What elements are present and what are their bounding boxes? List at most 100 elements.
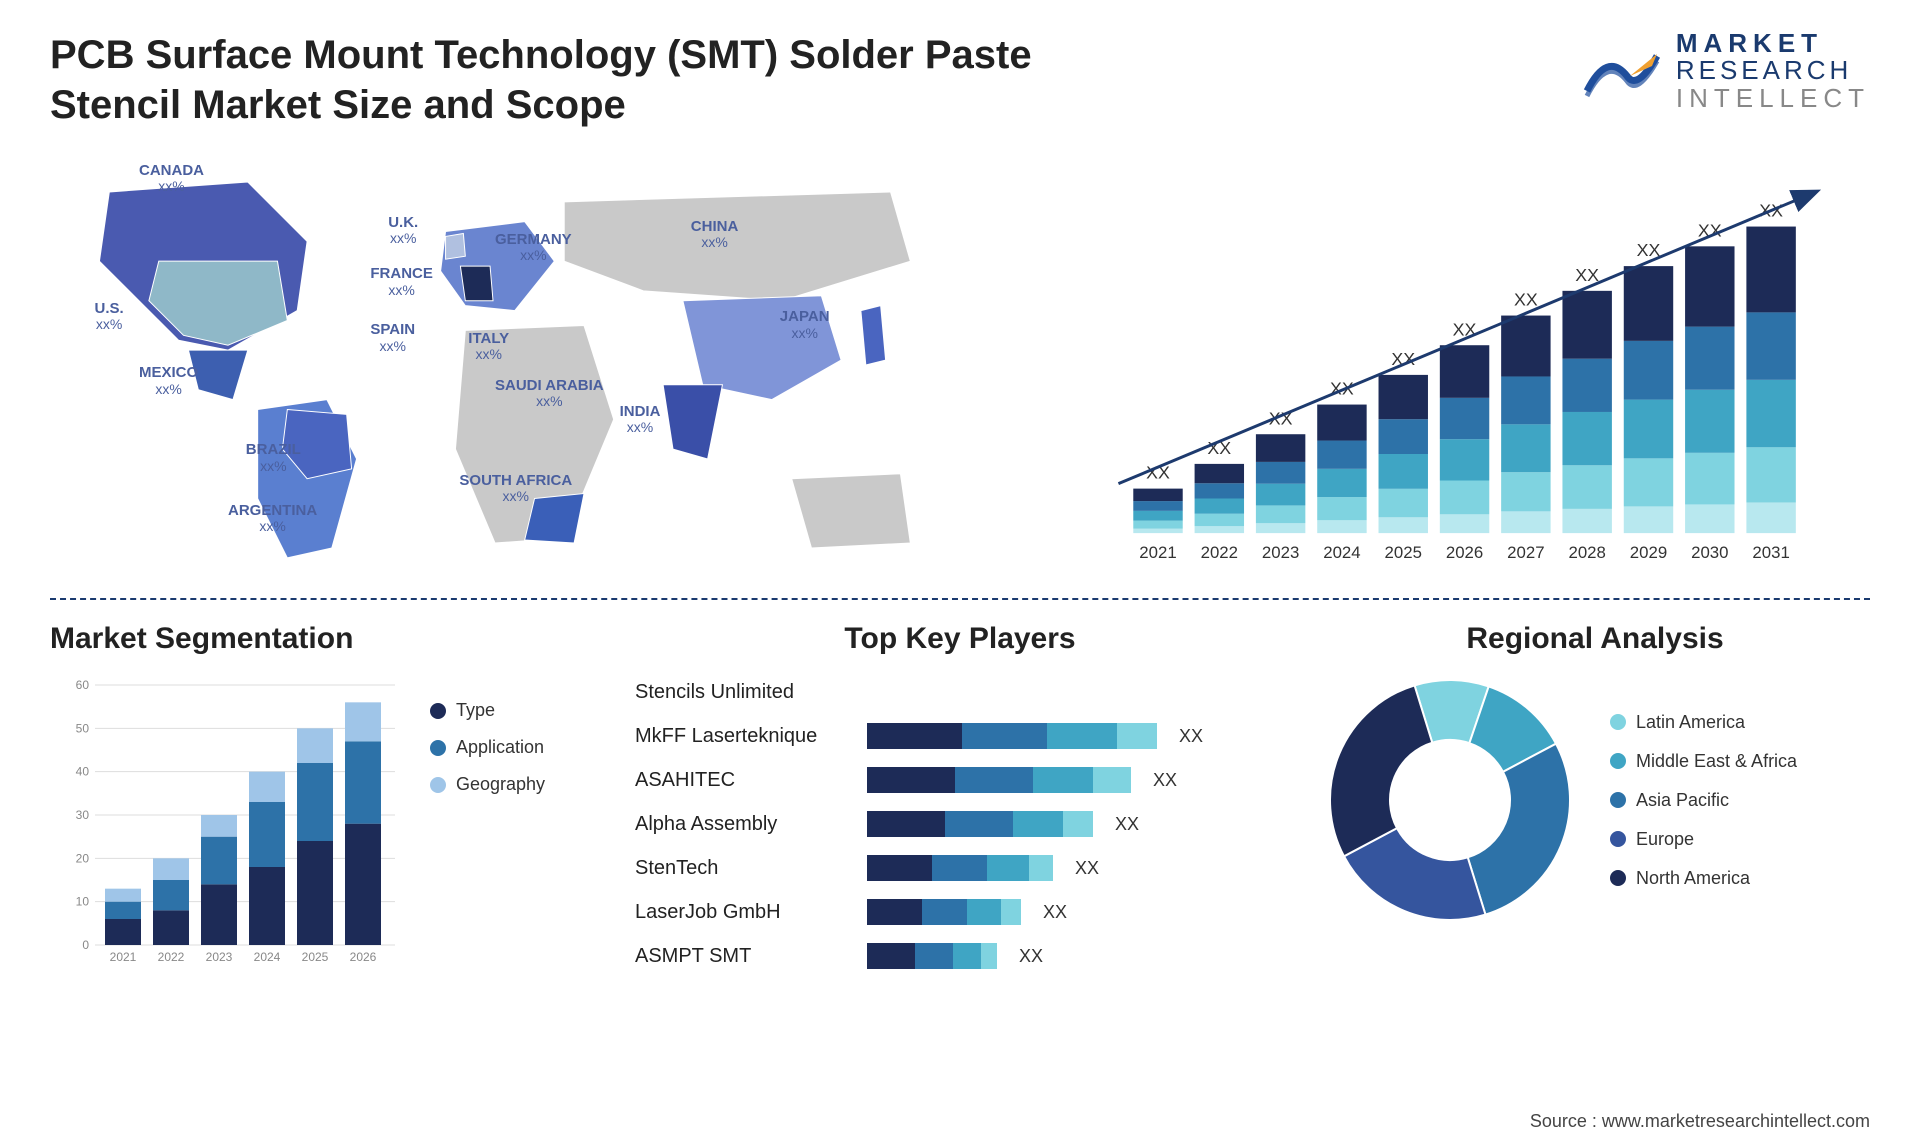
player-bar-seg [955, 767, 1033, 793]
map-label-india: INDIAxx% [620, 404, 661, 436]
player-bar-seg [867, 899, 922, 925]
growth-bar-seg [1379, 517, 1428, 533]
legend-swatch [1610, 792, 1626, 808]
growth-bar-seg [1195, 483, 1244, 498]
player-bar-seg [867, 811, 945, 837]
player-bar-seg [981, 943, 997, 969]
player-value: XX [1179, 726, 1203, 747]
player-name: ASAHITEC [635, 769, 855, 792]
player-bar-seg [1063, 811, 1093, 837]
growth-bar-seg [1317, 405, 1366, 441]
player-row: Stencils Unlimited [635, 670, 1285, 714]
growth-year-label: 2029 [1630, 543, 1667, 562]
player-bar-seg [1093, 767, 1131, 793]
growth-year-label: 2030 [1691, 543, 1728, 562]
seg-bar [345, 741, 381, 823]
donut-slice [1330, 685, 1432, 856]
growth-bar-seg [1440, 398, 1489, 439]
growth-bar-seg [1133, 501, 1182, 511]
growth-year-label: 2022 [1201, 543, 1238, 562]
seg-bar [249, 867, 285, 945]
growth-bar-seg [1133, 529, 1182, 533]
player-bar-seg [932, 855, 987, 881]
legend-swatch [430, 740, 446, 756]
world-map-panel: CANADAxx%U.S.xx%MEXICOxx%BRAZILxx%ARGENT… [50, 150, 940, 580]
segmentation-panel: Market Segmentation 01020304050602021202… [50, 622, 600, 978]
svg-text:2026: 2026 [350, 950, 377, 964]
seg-legend-item: Application [430, 737, 600, 758]
regional-panel: Regional Analysis Latin AmericaMiddle Ea… [1320, 622, 1870, 978]
seg-bar [297, 763, 333, 841]
player-value: XX [1075, 858, 1099, 879]
map-label-france: FRANCExx% [370, 266, 433, 298]
player-value: XX [1153, 770, 1177, 791]
svg-text:2023: 2023 [206, 950, 233, 964]
growth-bar-seg [1501, 511, 1550, 533]
growth-bar-seg [1379, 454, 1428, 489]
growth-bar-seg [1562, 359, 1611, 412]
growth-bar-seg [1440, 514, 1489, 533]
player-bar [867, 811, 1093, 837]
map-label-us: U.S.xx% [95, 301, 124, 333]
growth-year-label: 2027 [1507, 543, 1544, 562]
seg-bar [105, 902, 141, 919]
logo-text: MARKET RESEARCH INTELLECT [1676, 30, 1870, 112]
growth-bar-seg [1256, 505, 1305, 523]
logo-swoosh-icon [1582, 36, 1662, 106]
seg-legend-item: Geography [430, 774, 600, 795]
growth-bar-seg [1501, 424, 1550, 472]
growth-bar-seg [1379, 419, 1428, 454]
legend-label: North America [1636, 868, 1750, 889]
growth-bar-seg [1562, 291, 1611, 359]
growth-bar-seg [1562, 465, 1611, 509]
growth-year-label: 2026 [1446, 543, 1483, 562]
seg-bar [153, 858, 189, 880]
player-bar-seg [915, 943, 953, 969]
player-name: ASMPT SMT [635, 945, 855, 968]
growth-chart-panel: XX2021XX2022XX2023XX2024XX2025XX2026XX20… [980, 150, 1870, 580]
map-label-canada: CANADAxx% [139, 163, 204, 195]
player-name: MkFF Laserteknique [635, 725, 855, 748]
growth-bar-seg [1746, 447, 1795, 502]
growth-bar-seg [1440, 481, 1489, 515]
region-legend-item: Asia Pacific [1610, 790, 1797, 811]
growth-bar-seg [1746, 380, 1795, 447]
growth-bar-seg [1624, 266, 1673, 341]
player-bar-seg [867, 723, 962, 749]
player-bar-seg [1033, 767, 1093, 793]
player-bar-seg [962, 723, 1047, 749]
map-label-saudiarabia: SAUDI ARABIAxx% [495, 378, 604, 410]
player-name: LaserJob GmbH [635, 901, 855, 924]
svg-text:60: 60 [76, 678, 90, 692]
growth-bar-seg [1317, 469, 1366, 497]
growth-bar-seg [1501, 316, 1550, 377]
page-title: PCB Surface Mount Technology (SMT) Solde… [50, 30, 1100, 130]
player-bar-seg [1047, 723, 1117, 749]
growth-bar-seg [1501, 376, 1550, 424]
player-bar-seg [987, 855, 1029, 881]
svg-text:30: 30 [76, 808, 90, 822]
legend-swatch [1610, 831, 1626, 847]
player-bar-seg [1029, 855, 1053, 881]
growth-bar-seg [1746, 312, 1795, 379]
legend-label: Latin America [1636, 712, 1745, 733]
growth-bar-seg [1317, 520, 1366, 533]
growth-bar-seg [1379, 489, 1428, 517]
growth-bar-seg [1256, 462, 1305, 484]
growth-bar-seg [1379, 375, 1428, 419]
seg-legend-item: Type [430, 700, 600, 721]
player-bar-seg [1117, 723, 1157, 749]
source-attribution: Source : www.marketresearchintellect.com [1530, 1111, 1870, 1132]
top-panels: CANADAxx%U.S.xx%MEXICOxx%BRAZILxx%ARGENT… [50, 150, 1870, 580]
player-bar-seg [867, 855, 932, 881]
seg-bar [201, 884, 237, 945]
key-players-panel: Top Key Players Stencils UnlimitedMkFF L… [635, 622, 1285, 978]
player-bar [867, 899, 1021, 925]
svg-text:2022: 2022 [158, 950, 185, 964]
player-row: ASMPT SMTXX [635, 934, 1285, 978]
growth-bar-seg [1624, 400, 1673, 459]
seg-bar [249, 772, 285, 802]
svg-text:2024: 2024 [254, 950, 281, 964]
player-value: XX [1043, 902, 1067, 923]
region-legend-item: Middle East & Africa [1610, 751, 1797, 772]
